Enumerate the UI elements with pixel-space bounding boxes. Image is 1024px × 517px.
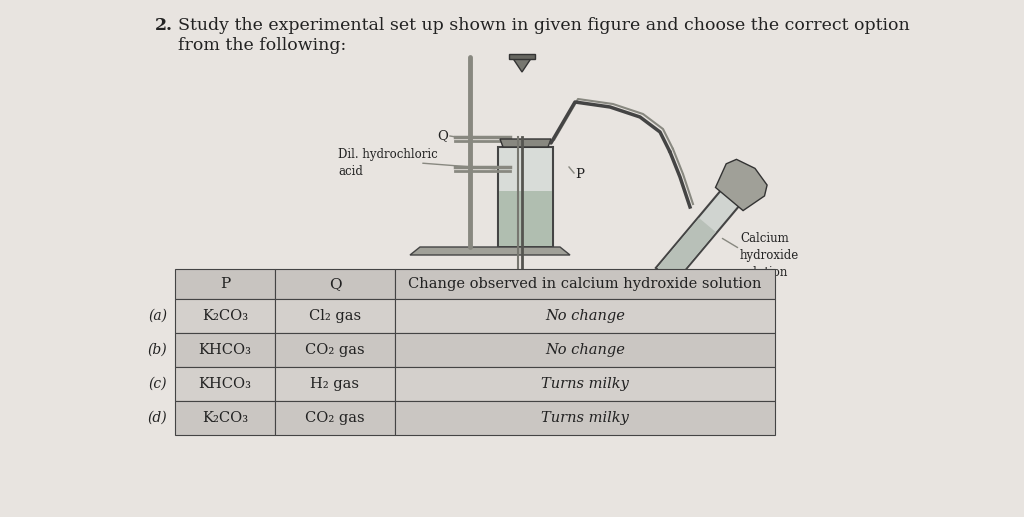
Bar [655,169,758,283]
Text: P: P [575,169,584,181]
Bar [395,401,775,435]
Text: K₂CO₃: K₂CO₃ [202,309,248,323]
Bar [395,269,775,299]
Bar [175,401,275,435]
Text: Study the experimental set up shown in given figure and choose the correct optio: Study the experimental set up shown in g… [178,17,909,34]
Text: Turns milky: Turns milky [541,411,629,425]
Text: Q: Q [437,129,449,143]
Text: KHCO₃: KHCO₃ [199,377,252,391]
Text: No change: No change [545,343,625,357]
Bar [275,299,395,333]
Text: K₂CO₃: K₂CO₃ [202,411,248,425]
Text: (c): (c) [148,377,167,391]
Text: No change: No change [545,309,625,323]
Polygon shape [512,57,532,72]
Text: Cl₂ gas: Cl₂ gas [309,309,361,323]
Text: 2.: 2. [155,17,173,34]
Bar [395,333,775,367]
Bar [175,299,275,333]
Bar [175,269,275,299]
Text: Dil. hydrochloric
acid: Dil. hydrochloric acid [338,148,437,178]
Text: H₂ gas: H₂ gas [310,377,359,391]
Polygon shape [410,247,570,255]
Bar [509,54,535,59]
Text: CO₂ gas: CO₂ gas [305,411,365,425]
Bar [395,299,775,333]
Text: (d): (d) [147,411,167,425]
Bar [275,367,395,401]
Bar [657,218,716,282]
Text: (b): (b) [147,343,167,357]
Bar [175,333,275,367]
Bar [499,191,552,246]
Text: P: P [220,277,230,291]
Bar [275,401,395,435]
Polygon shape [500,139,551,147]
Text: Turns milky: Turns milky [541,377,629,391]
Text: CO₂ gas: CO₂ gas [305,343,365,357]
Text: Calcium
hydroxide
solution: Calcium hydroxide solution [740,232,800,279]
Text: Q: Q [329,277,341,291]
Text: Change observed in calcium hydroxide solution: Change observed in calcium hydroxide sol… [409,277,762,291]
Polygon shape [716,159,767,210]
Bar [395,367,775,401]
Text: from the following:: from the following: [178,37,346,54]
Bar [275,269,395,299]
Bar [275,333,395,367]
Text: (a): (a) [148,309,167,323]
Bar [498,147,553,247]
Text: KHCO₃: KHCO₃ [199,343,252,357]
Bar [175,367,275,401]
